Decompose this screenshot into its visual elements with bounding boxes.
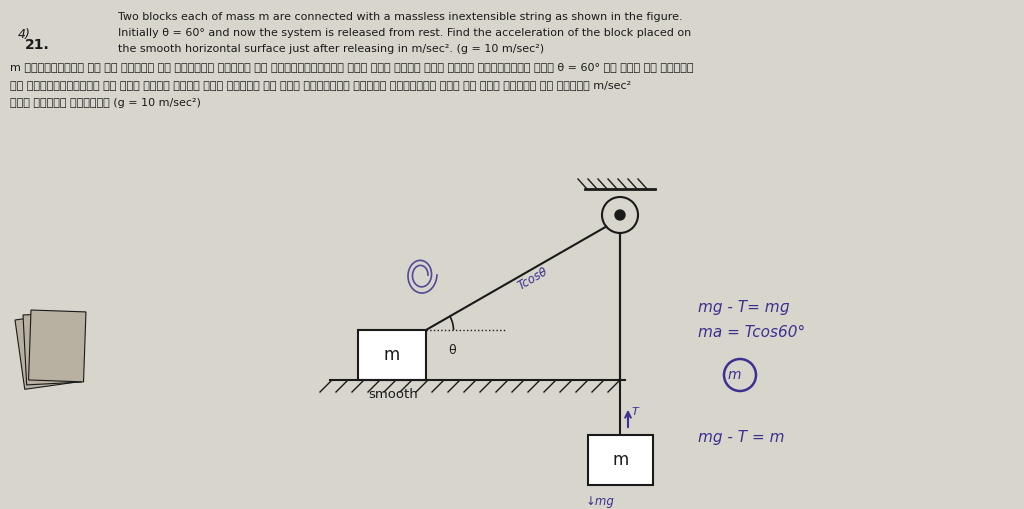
Text: m: m: [728, 368, 741, 382]
Bar: [29, 310, 86, 382]
Text: ↓mg: ↓mg: [586, 495, 614, 508]
Text: Tcosθ: Tcosθ: [516, 265, 551, 293]
Text: ma = Tcos60°: ma = Tcos60°: [698, 325, 805, 340]
Bar: [358, 330, 426, 380]
Text: 4): 4): [18, 28, 31, 41]
Text: 21.: 21.: [25, 38, 50, 52]
Text: the smooth horizontal surface just after releasing in m/sec². (g = 10 m/sec²): the smooth horizontal surface just after…: [118, 44, 544, 54]
Text: Two blocks each of mass m are connected with a massless inextensible string as s: Two blocks each of mass m are connected …: [118, 12, 683, 22]
Bar: [15, 313, 79, 389]
Text: m: m: [384, 346, 400, 364]
Text: mg - T = m: mg - T = m: [698, 430, 784, 445]
Text: smooth: smooth: [368, 388, 418, 401]
Text: में ज्ञात कीजिए। (g = 10 m/sec²): में ज्ञात कीजिए। (g = 10 m/sec²): [10, 98, 201, 108]
Circle shape: [615, 210, 625, 220]
Text: T: T: [632, 407, 639, 417]
Bar: [23, 312, 82, 385]
Text: m द्रव्यमान के दो ब्लॉक एक भारहीन रस्सी से चित्रानुसार आपस में जुड़े हुए हैं। प्र: m द्रव्यमान के दो ब्लॉक एक भारहीन रस्सी …: [10, 62, 693, 72]
Text: m: m: [612, 451, 629, 469]
Text: को विरामावस्था से छोड़ दिया जाता है। छोड़ने के ठीक पश्चात् चिकनी क्षैतिज सतह पर रख: को विरामावस्था से छोड़ दिया जाता है। छोड़न…: [10, 80, 631, 90]
Text: θ: θ: [449, 344, 456, 357]
Bar: [588, 435, 653, 485]
Text: mg - T= mɡ: mg - T= mɡ: [698, 300, 790, 315]
Text: Initially θ = 60° and now the system is released from rest. Find the acceleratio: Initially θ = 60° and now the system is …: [118, 28, 691, 38]
